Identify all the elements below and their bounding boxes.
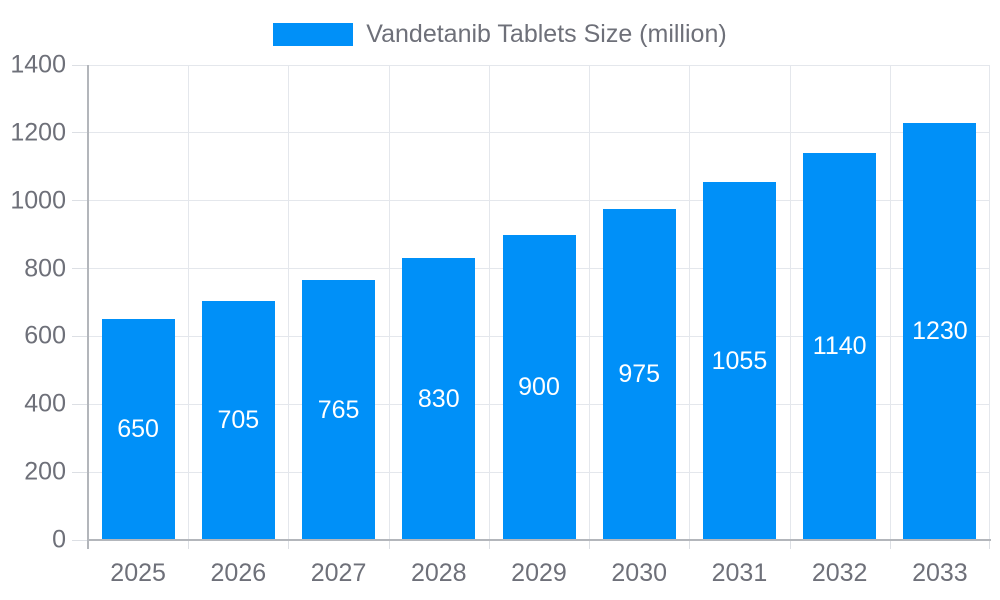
y-axis-label: 1000 (10, 186, 66, 215)
y-axis-tick (72, 200, 88, 202)
gridline-horizontal (88, 200, 990, 202)
x-axis-line (87, 539, 991, 541)
x-axis-label: 2026 (210, 559, 267, 587)
y-axis-tick (72, 64, 88, 66)
bar-2031[interactable]: 1055 (702, 182, 776, 540)
bar-2029[interactable]: 900 (502, 234, 576, 540)
gridline-vertical (188, 65, 190, 540)
bar-value-label: 1140 (812, 332, 867, 361)
x-axis-label: 2029 (511, 559, 567, 587)
gridline-vertical (889, 65, 891, 540)
bar-value-label: 650 (117, 415, 159, 444)
x-axis-tick (388, 540, 390, 549)
x-axis-tick (989, 540, 990, 549)
bar-value-label: 765 (317, 395, 360, 424)
gridline-vertical (589, 65, 591, 540)
bar-value-label: 1230 (912, 316, 968, 345)
gridline-vertical (789, 65, 791, 540)
bar-value-label: 975 (618, 360, 661, 389)
y-axis-tick (72, 132, 88, 134)
x-axis-tick (488, 540, 490, 549)
y-axis-label: 400 (24, 389, 66, 418)
plot-area: 0 200 400 600 800 1000 1200 1400 650 705 765 830 900… (10, 51, 991, 586)
y-axis-tick (72, 268, 88, 270)
x-axis-label: 2032 (811, 559, 868, 587)
bar-value-label: 705 (217, 405, 260, 434)
y-axis-tick (72, 403, 88, 405)
bar-2030[interactable]: 975 (602, 209, 676, 540)
y-axis-tick (72, 471, 88, 473)
bar-2027[interactable]: 765 (302, 280, 376, 540)
legend-label: Vandetanib Tablets Size (million) (366, 20, 727, 48)
bar-2032[interactable]: 1140 (803, 153, 877, 540)
y-axis-label: 200 (24, 457, 66, 486)
gridline-vertical (989, 65, 990, 540)
bar-value-label: 900 (518, 372, 560, 401)
x-axis-tick (288, 540, 290, 549)
x-axis-tick (889, 540, 891, 549)
gridline-vertical (488, 65, 490, 540)
gridline-vertical (288, 65, 290, 540)
gridline-vertical (689, 65, 691, 540)
y-axis-label: 1200 (10, 118, 66, 147)
x-axis-label: 2027 (310, 559, 367, 587)
bar-value-label: 1055 (711, 346, 768, 375)
bar-2025[interactable]: 650 (101, 319, 175, 540)
x-axis-label: 2031 (711, 559, 768, 587)
x-axis-tick (188, 540, 190, 549)
gridline-horizontal (88, 132, 990, 134)
x-axis-label: 2030 (611, 559, 668, 587)
x-axis-label: 2033 (912, 559, 968, 587)
bar-2033[interactable]: 1230 (903, 122, 977, 540)
y-axis-label: 0 (52, 525, 66, 554)
x-axis-tick (689, 540, 691, 549)
y-axis-tick (72, 539, 88, 541)
y-axis-label: 600 (24, 321, 66, 350)
y-axis-label: 800 (24, 254, 66, 283)
gridline-vertical (388, 65, 390, 540)
y-axis-line (87, 65, 89, 549)
y-axis-tick (72, 335, 88, 337)
y-axis-label: 1400 (10, 50, 66, 79)
x-axis-tick (789, 540, 791, 549)
bar-2026[interactable]: 705 (201, 300, 275, 540)
x-axis-label: 2028 (410, 559, 467, 587)
legend-swatch (273, 23, 354, 46)
x-axis-tick (589, 540, 591, 549)
x-axis-label: 2025 (110, 559, 166, 587)
bar-value-label: 830 (417, 384, 460, 413)
bar-2028[interactable]: 830 (402, 258, 476, 540)
legend[interactable]: Vandetanib Tablets Size (million) (0, 20, 1000, 49)
gridline-horizontal (88, 64, 990, 66)
